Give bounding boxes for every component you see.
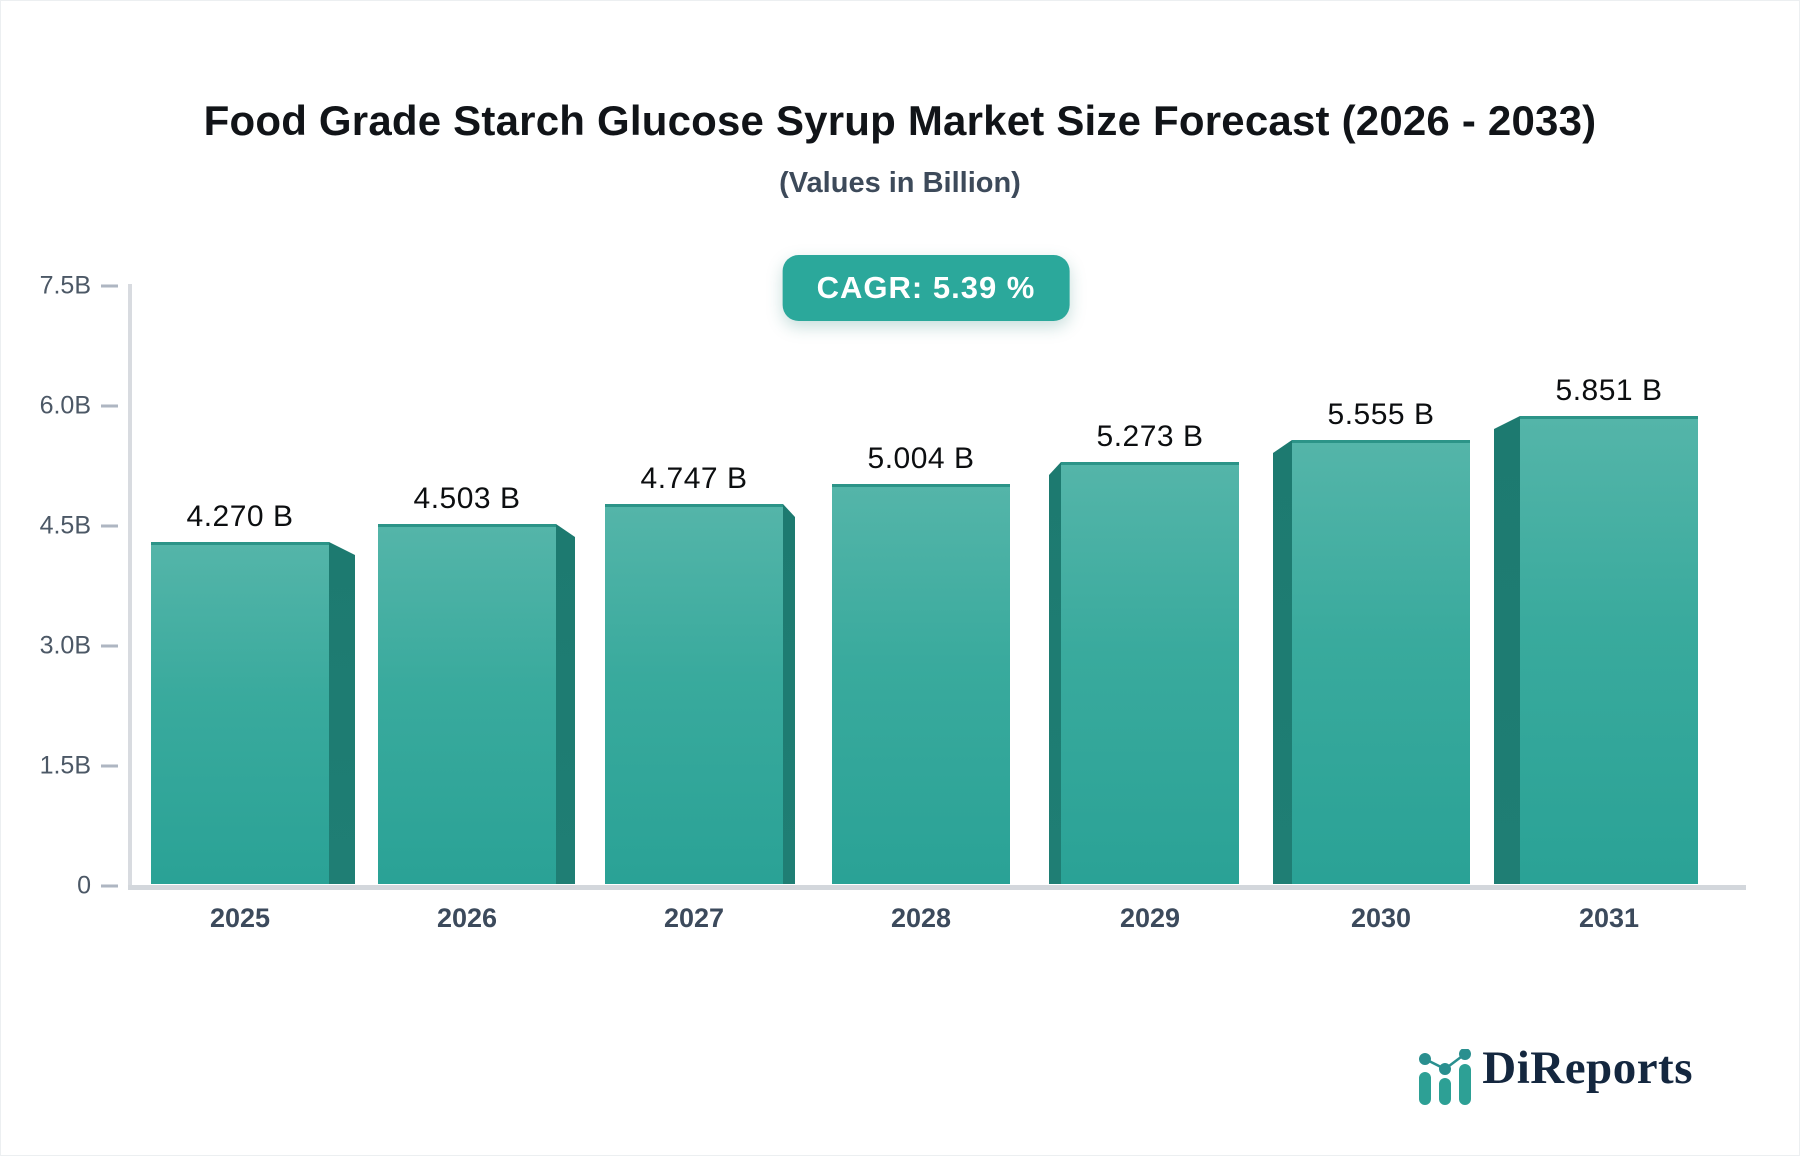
bar-2030 [1292,440,1470,884]
bar-3d-side-2025 [329,542,355,884]
x-axis-label-2027: 2027 [663,903,725,933]
bar-2029 [1061,462,1239,884]
bar-2027 [605,504,783,884]
bar-value-label-2027: 4.747 B [640,462,748,495]
bar-2031 [1520,416,1698,884]
x-axis-label-2029: 2029 [1119,903,1181,933]
x-axis-label-2031: 2031 [1578,903,1640,933]
y-axis-line [128,284,132,890]
y-axis-tick-label: 4.5B [39,511,91,540]
bar-value-label-2029: 5.273 B [1096,420,1204,453]
bar-3d-side-2029 [1049,462,1061,884]
y-axis-tick-mark [101,884,118,888]
y-axis-tick-label: 1.5B [39,751,91,780]
y-axis-tick-mark [101,764,118,768]
y-axis-tick-label: 6.0B [39,391,91,420]
direports-logo: DiReports [1418,1042,1693,1105]
x-axis-label-2028: 2028 [890,903,952,933]
bar-3d-side-2031 [1494,416,1520,884]
y-axis-tick-mark [101,524,118,528]
x-axis-label-2030: 2030 [1350,903,1412,933]
bar-value-label-2031: 5.851 B [1555,374,1663,407]
bar-value-label-2030: 5.555 B [1327,398,1435,431]
bar-3d-side-2027 [783,504,795,884]
logo-text: DiReports [1482,1042,1693,1094]
x-axis-baseline [128,885,1746,890]
bar-3d-side-2026 [556,524,575,884]
bar-2028 [832,484,1010,884]
mini-bar-line-chart-icon [1419,1049,1472,1105]
chart-title: Food Grade Starch Glucose Syrup Market S… [203,97,1597,144]
y-axis-tick-label: 7.5B [39,271,91,300]
y-axis-tick-mark [101,284,118,288]
bar-2026 [378,524,556,884]
bar-value-label-2025: 4.270 B [186,500,294,533]
x-axis-label-2025: 2025 [209,903,271,933]
y-axis-tick-mark [101,404,118,408]
y-axis-tick-label: 0 [77,871,91,900]
x-axis-label-2026: 2026 [436,903,498,933]
bar-3d-side-2030 [1273,440,1292,884]
bar-value-label-2028: 5.004 B [867,442,975,475]
cagr-badge: CAGR: 5.39 % [782,255,1070,321]
bar-value-label-2026: 4.503 B [413,482,521,515]
y-axis-tick-label: 3.0B [39,631,91,660]
y-axis-tick-mark [101,644,118,648]
chart-subtitle: (Values in Billion) [779,167,1021,199]
bar-2025 [151,542,329,884]
